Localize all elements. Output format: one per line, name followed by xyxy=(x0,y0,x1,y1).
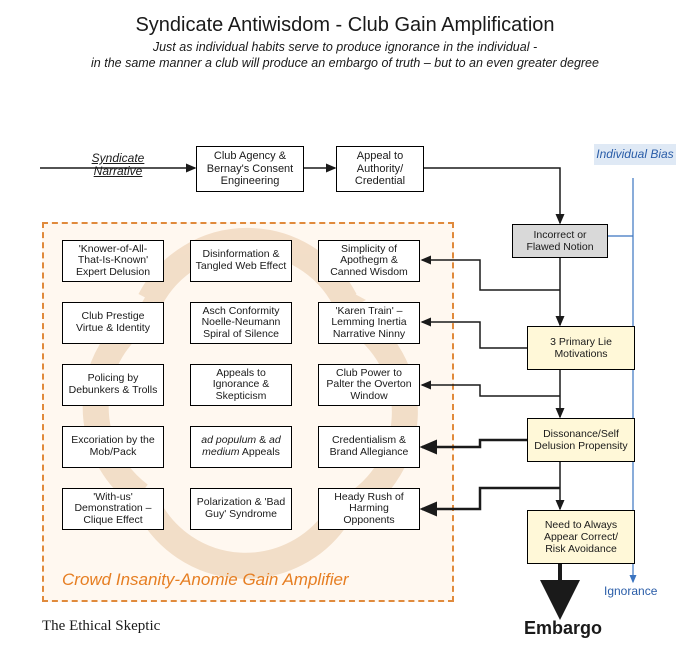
individual-bias-label: Individual Bias xyxy=(594,144,676,165)
subtitle-line2: in the same manner a club will produce a… xyxy=(0,55,690,71)
top-box-club-agency: Club Agency & Bernay's Consent Engineeri… xyxy=(196,146,304,192)
grid-box-r4-c0: 'With-us' Demonstration – Clique Effect xyxy=(62,488,164,530)
right-box-lie-motivations: 3 Primary Lie Motivations xyxy=(527,326,635,370)
grid-box-r4-c1: Polarization & 'Bad Guy' Syndrome xyxy=(190,488,292,530)
right-box-appear-correct: Need to Always Appear Correct/ Risk Avoi… xyxy=(527,510,635,564)
grid-box-r4-c2: Heady Rush of Harming Opponents xyxy=(318,488,420,530)
grid-box-r3-c2: Credentialism & Brand Allegiance xyxy=(318,426,420,468)
syndicate-narrative-label: Syndicate Narrative xyxy=(78,152,158,178)
grid-box-r1-c2: 'Karen Train' – Lemming Inertia Narrativ… xyxy=(318,302,420,344)
grid-box-r2-c1: Appeals to Ignorance & Skepticism xyxy=(190,364,292,406)
grid-box-r3-c0: Excoriation by the Mob/Pack xyxy=(62,426,164,468)
grid-box-r2-c2: Club Power to Palter the Overton Window xyxy=(318,364,420,406)
grid-box-r3-c1: ad populum & ad medium Appeals xyxy=(190,426,292,468)
top-box-appeal-authority: Appeal to Authority/ Credential xyxy=(336,146,424,192)
page-title: Syndicate Antiwisdom - Club Gain Amplifi… xyxy=(0,0,690,37)
grid-box-r0-c2: Simplicity of Apothegm & Canned Wisdom xyxy=(318,240,420,282)
amplifier-title: Crowd Insanity-Anomie Gain Amplifier xyxy=(62,570,349,590)
ignorance-label: Ignorance xyxy=(604,584,657,598)
grid-box-r0-c0: 'Knower-of-All-That-Is-Known' Expert Del… xyxy=(62,240,164,282)
grid-box-r0-c1: Disinformation & Tangled Web Effect xyxy=(190,240,292,282)
grid-box-r1-c0: Club Prestige Virtue & Identity xyxy=(62,302,164,344)
page-subtitle: Just as individual habits serve to produ… xyxy=(0,39,690,72)
embargo-label: Embargo xyxy=(524,618,602,639)
grid-box-r1-c1: Asch Conformity Noelle-Neumann Spiral of… xyxy=(190,302,292,344)
grid-box-r2-c0: Policing by Debunkers & Trolls xyxy=(62,364,164,406)
subtitle-line1: Just as individual habits serve to produ… xyxy=(0,39,690,55)
attribution: The Ethical Skeptic xyxy=(42,618,160,635)
grey-box-incorrect-notion: Incorrect or Flawed Notion xyxy=(512,224,608,258)
right-box-dissonance: Dissonance/Self Delusion Propensity xyxy=(527,418,635,462)
